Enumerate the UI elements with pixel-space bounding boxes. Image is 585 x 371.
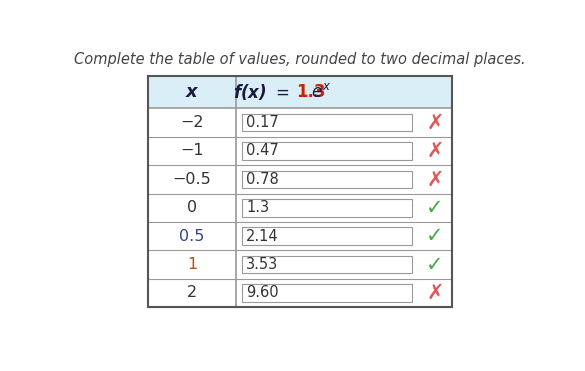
Bar [242, 284, 412, 302]
Bar [148, 76, 452, 108]
Text: ✗: ✗ [426, 170, 443, 189]
Bar [148, 76, 452, 307]
Text: −0.5: −0.5 [173, 172, 211, 187]
Text: ✓: ✓ [426, 226, 443, 246]
Text: x: x [186, 83, 198, 101]
Bar [242, 142, 412, 160]
Text: Complete the table of values, rounded to two decimal places.: Complete the table of values, rounded to… [74, 52, 525, 67]
Text: 2: 2 [187, 285, 197, 301]
Text: 0.17: 0.17 [246, 115, 279, 130]
Text: 1: 1 [187, 257, 197, 272]
Bar [242, 114, 412, 131]
Text: ✓: ✓ [426, 198, 443, 218]
Text: −1: −1 [180, 144, 204, 158]
Text: ✗: ✗ [426, 141, 443, 161]
Text: ✗: ✗ [426, 113, 443, 132]
Bar [242, 199, 412, 217]
Bar [242, 171, 412, 188]
Text: −2: −2 [180, 115, 204, 130]
Text: $\bfit{f(x)}$ $=$: $\bfit{f(x)}$ $=$ [233, 82, 294, 102]
Text: 0.47: 0.47 [246, 144, 279, 158]
Text: $e^{x}$: $e^{x}$ [311, 83, 331, 101]
Text: 0.5: 0.5 [180, 229, 205, 244]
Text: 0: 0 [187, 200, 197, 215]
Text: ✗: ✗ [426, 283, 443, 303]
Text: 2.14: 2.14 [246, 229, 279, 244]
Text: 1.3: 1.3 [297, 83, 326, 101]
Text: 3.53: 3.53 [246, 257, 278, 272]
Bar [242, 256, 412, 273]
Text: 1.3: 1.3 [246, 200, 270, 215]
Text: ✓: ✓ [426, 255, 443, 275]
Text: 9.60: 9.60 [246, 285, 279, 301]
Bar [242, 227, 412, 245]
Text: 0.78: 0.78 [246, 172, 279, 187]
